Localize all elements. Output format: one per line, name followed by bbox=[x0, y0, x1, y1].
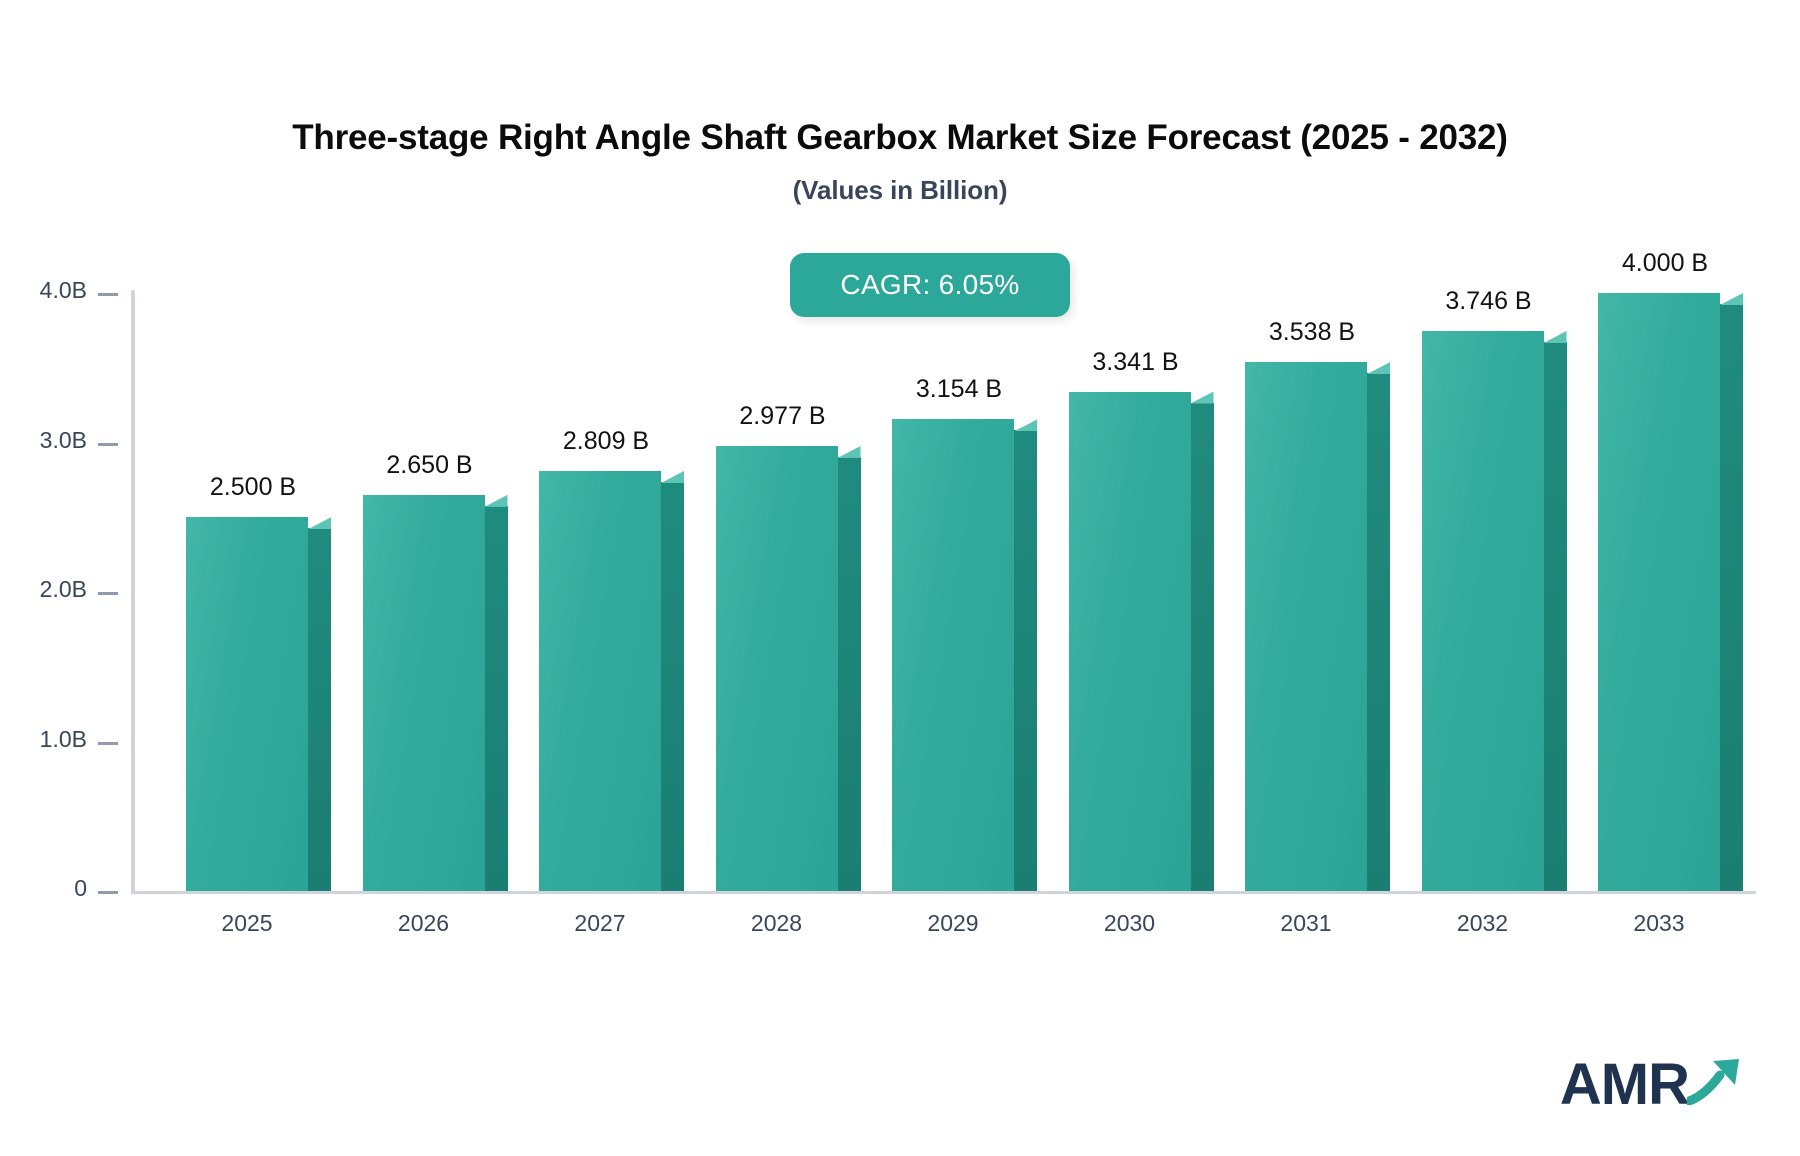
growth-arrow-icon bbox=[1684, 1057, 1745, 1110]
y-axis-tick-label: 4.0B bbox=[39, 277, 87, 303]
x-axis-category-label: 2029 bbox=[927, 910, 979, 936]
bar[interactable] bbox=[186, 517, 331, 891]
bar-value-label: 2.500 B bbox=[209, 473, 297, 502]
x-axis-category-label: 2028 bbox=[750, 910, 803, 936]
cagr-badge-label: CAGR: 6.05% bbox=[840, 269, 1020, 300]
x-axis-category-label: 2032 bbox=[1456, 910, 1509, 936]
bar[interactable] bbox=[1421, 330, 1567, 891]
bar[interactable] bbox=[362, 494, 508, 891]
bar[interactable] bbox=[1245, 362, 1390, 891]
chart-subtitle: (Values in Billion) bbox=[792, 175, 1008, 205]
bar-side-face bbox=[1543, 341, 1567, 891]
y-axis-tick-label: 0 bbox=[74, 875, 87, 901]
bar-front-face bbox=[1598, 293, 1720, 891]
bar-front-face bbox=[1245, 362, 1367, 891]
y-axis-tick: 0 bbox=[0, 875, 131, 901]
y-axis-tick-dash bbox=[98, 741, 118, 745]
bar-value-label: 4.000 B bbox=[1621, 249, 1709, 277]
bar-top-face bbox=[308, 517, 331, 530]
bar-front-face bbox=[715, 445, 838, 891]
x-axis-category-label: 2025 bbox=[221, 910, 273, 936]
x-axis-category-label: 2030 bbox=[1103, 910, 1156, 936]
bar-value-label: 2.977 B bbox=[739, 401, 826, 430]
y-axis-tick: 3.0B bbox=[0, 427, 131, 453]
bar[interactable] bbox=[892, 419, 1037, 891]
bar-top-face bbox=[1014, 419, 1037, 432]
y-axis-line bbox=[131, 290, 135, 894]
bar-side-face bbox=[1720, 304, 1743, 891]
y-axis-tick-dash bbox=[98, 293, 118, 296]
chart-title: Three-stage Right Angle Shaft Gearbox Ma… bbox=[292, 118, 1508, 157]
y-axis-tick-label: 2.0B bbox=[39, 576, 87, 602]
bar-top-face bbox=[661, 471, 684, 484]
bar-value-label: 2.650 B bbox=[386, 450, 473, 479]
bar-value-label: 3.746 B bbox=[1445, 286, 1532, 315]
x-axis-category-label: 2027 bbox=[574, 910, 626, 936]
x-axis-line bbox=[131, 891, 1756, 894]
bar-side-face bbox=[1014, 430, 1037, 891]
amr-logo: AMR bbox=[1560, 1044, 1745, 1114]
y-axis-tick: 1.0B bbox=[0, 726, 131, 752]
cagr-badge: CAGR: 6.05% bbox=[790, 253, 1070, 317]
bar[interactable] bbox=[1068, 391, 1214, 891]
y-axis-tick-dash bbox=[98, 442, 118, 446]
y-axis-tick: 4.0B bbox=[0, 277, 131, 303]
bar-top-face bbox=[837, 445, 861, 458]
bar-front-face bbox=[539, 471, 661, 891]
bar-side-face bbox=[484, 505, 508, 891]
bar[interactable] bbox=[539, 471, 684, 891]
bar-front-face bbox=[186, 517, 308, 891]
bar-front-face bbox=[362, 494, 485, 891]
y-axis-tick-dash bbox=[98, 592, 118, 595]
bar-side-face bbox=[1367, 373, 1390, 891]
bar-side-face bbox=[837, 456, 861, 891]
bar-top-face bbox=[484, 494, 508, 507]
bar-value-label: 3.341 B bbox=[1092, 347, 1179, 376]
y-axis-tick-dash bbox=[98, 891, 118, 894]
amr-logo-text: AMR bbox=[1559, 1052, 1690, 1117]
bar-side-face bbox=[308, 528, 331, 891]
bar-front-face bbox=[892, 419, 1014, 891]
y-axis-tick-label: 1.0B bbox=[39, 725, 87, 752]
bar-front-face bbox=[1068, 391, 1191, 891]
bar-value-label: 3.154 B bbox=[915, 375, 1003, 404]
bar-value-label: 3.538 B bbox=[1268, 318, 1356, 347]
bar[interactable] bbox=[1598, 293, 1743, 891]
x-axis-category-label: 2033 bbox=[1633, 910, 1685, 936]
bar-front-face bbox=[1421, 330, 1544, 891]
bar-side-face bbox=[661, 482, 684, 891]
bar-side-face bbox=[1190, 402, 1214, 891]
bar[interactable] bbox=[715, 445, 861, 891]
bar-value-label: 2.809 B bbox=[562, 427, 650, 456]
x-axis-category-label: 2026 bbox=[397, 910, 450, 936]
y-axis-tick: 2.0B bbox=[0, 576, 131, 602]
y-axis-tick-label: 3.0B bbox=[39, 426, 87, 453]
x-axis-category-label: 2031 bbox=[1280, 910, 1332, 936]
